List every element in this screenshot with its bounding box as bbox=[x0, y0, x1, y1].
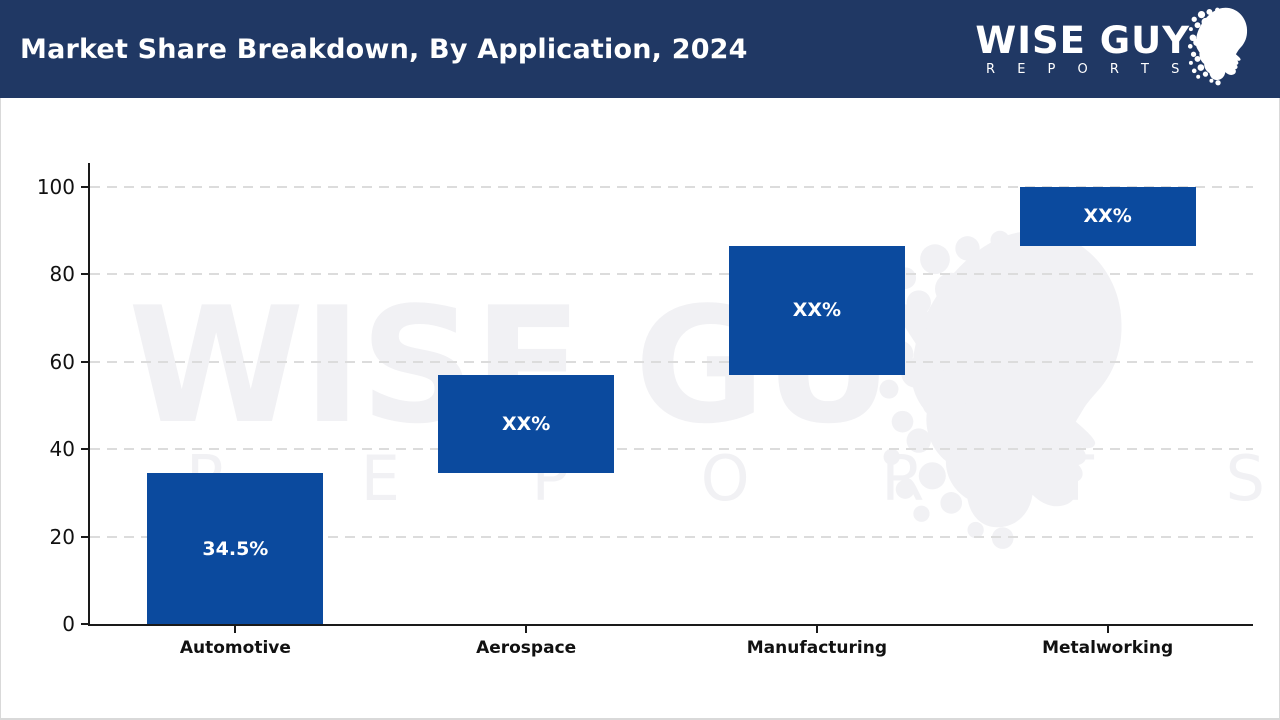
chart-title: Market Share Breakdown, By Application, … bbox=[20, 33, 748, 65]
header-bar: Market Share Breakdown, By Application, … bbox=[0, 0, 1280, 98]
y-axis-line bbox=[88, 163, 90, 626]
bar-aerospace: XX% bbox=[438, 374, 615, 474]
gridline-80 bbox=[90, 273, 1253, 276]
waterfall-chart: 0 20 40 60 80 100 34.5% Automotive XX% Aerospace X… bbox=[0, 98, 1280, 720]
y-tick-label: 60 bbox=[49, 349, 75, 374]
y-tick-mark-100 bbox=[81, 186, 88, 188]
gridline-60 bbox=[90, 360, 1253, 363]
bar-value-label: 34.5% bbox=[202, 537, 269, 560]
y-tick-label: 40 bbox=[49, 437, 75, 462]
y-tick-label: 0 bbox=[62, 612, 75, 636]
x-category-label: Automotive bbox=[179, 638, 291, 658]
brand-face-icon bbox=[1186, 6, 1260, 92]
bar-metalworking: XX% bbox=[1019, 187, 1196, 246]
brand-logo-text: WISE GUY R E P O R T S bbox=[975, 22, 1190, 76]
y-tick-mark-0 bbox=[81, 623, 88, 625]
x-category-label: Metalworking bbox=[1042, 638, 1174, 658]
y-tick-label: 100 bbox=[36, 175, 75, 199]
brand-logo: WISE GUY R E P O R T S bbox=[975, 6, 1260, 92]
x-tick-mark-2 bbox=[815, 626, 818, 633]
y-tick-mark-20 bbox=[81, 535, 88, 538]
gridline-40 bbox=[90, 448, 1253, 451]
x-axis-line bbox=[88, 624, 1253, 626]
brand-name: WISE GUY bbox=[975, 19, 1190, 62]
gridline-20 bbox=[90, 535, 1253, 538]
x-tick-mark-3 bbox=[1106, 626, 1109, 633]
x-category-label: Aerospace bbox=[476, 638, 577, 658]
y-tick-label: 80 bbox=[49, 262, 75, 287]
y-tick-label: 20 bbox=[49, 524, 75, 549]
y-tick-mark-40 bbox=[81, 448, 88, 451]
x-category-label: Manufacturing bbox=[746, 638, 887, 658]
bar-value-label: XX% bbox=[501, 413, 551, 436]
bar-value-label: XX% bbox=[792, 299, 842, 322]
brand-subname: R E P O R T S bbox=[986, 62, 1189, 77]
bar-value-label: XX% bbox=[1083, 205, 1132, 228]
bar-manufacturing: XX% bbox=[728, 245, 905, 375]
x-tick-mark-1 bbox=[525, 626, 528, 633]
gridline-100 bbox=[90, 186, 1253, 188]
y-tick-mark-80 bbox=[81, 273, 88, 276]
bar-automotive: 34.5% bbox=[147, 473, 324, 624]
x-tick-mark-0 bbox=[234, 626, 237, 633]
y-tick-mark-60 bbox=[81, 360, 88, 363]
